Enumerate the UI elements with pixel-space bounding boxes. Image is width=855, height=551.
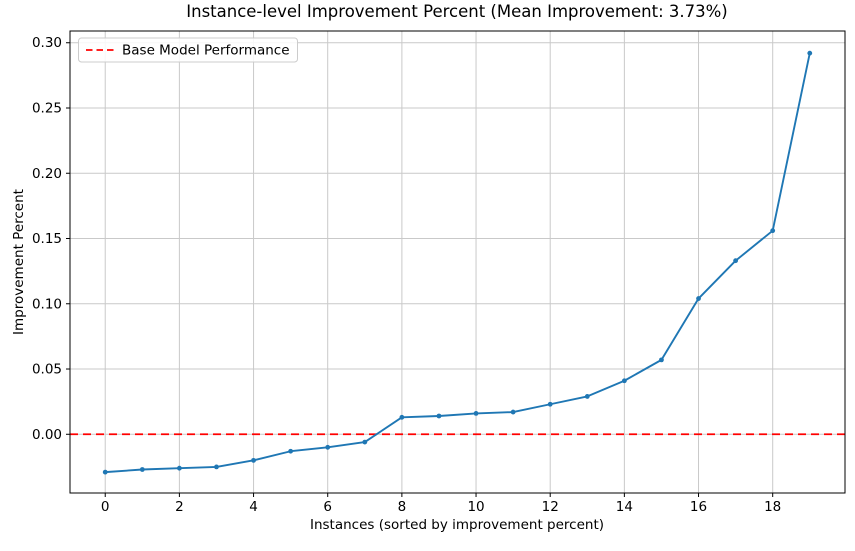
y-axis-label: Improvement Percent	[11, 189, 27, 335]
svg-text:0.05: 0.05	[32, 362, 62, 378]
chart-title: Instance-level Improvement Percent (Mean…	[186, 2, 727, 21]
svg-text:16: 16	[690, 499, 707, 515]
legend: Base Model Performance	[78, 37, 298, 63]
svg-text:14: 14	[616, 499, 633, 515]
svg-text:18: 18	[764, 499, 781, 515]
legend-box	[78, 37, 298, 63]
plot-border	[69, 30, 846, 494]
svg-text:4: 4	[249, 499, 258, 515]
svg-text:0.00: 0.00	[32, 427, 62, 443]
svg-text:2: 2	[175, 499, 184, 515]
svg-text:0.30: 0.30	[32, 35, 62, 51]
svg-text:6: 6	[323, 499, 332, 515]
series-line	[102, 50, 813, 475]
svg-text:8: 8	[398, 499, 407, 515]
svg-text:0: 0	[101, 499, 110, 515]
svg-text:0.25: 0.25	[32, 101, 62, 117]
x-axis-label: Instances (sorted by improvement percent…	[310, 517, 604, 533]
svg-text:12: 12	[542, 499, 559, 515]
legend-label: Base Model Performance	[122, 43, 290, 59]
axis-ticks	[66, 42, 774, 497]
svg-text:10: 10	[467, 499, 484, 515]
svg-text:0.15: 0.15	[32, 231, 62, 247]
svg-text:0.10: 0.10	[32, 296, 62, 312]
gridlines	[70, 31, 845, 493]
svg-text:0.20: 0.20	[32, 166, 62, 182]
x-tick-labels: 0 2 4 6 8 10 12 14 16 18	[101, 499, 781, 515]
y-tick-labels: 0.00 0.05 0.10 0.15 0.20 0.25 0.30	[32, 35, 62, 443]
